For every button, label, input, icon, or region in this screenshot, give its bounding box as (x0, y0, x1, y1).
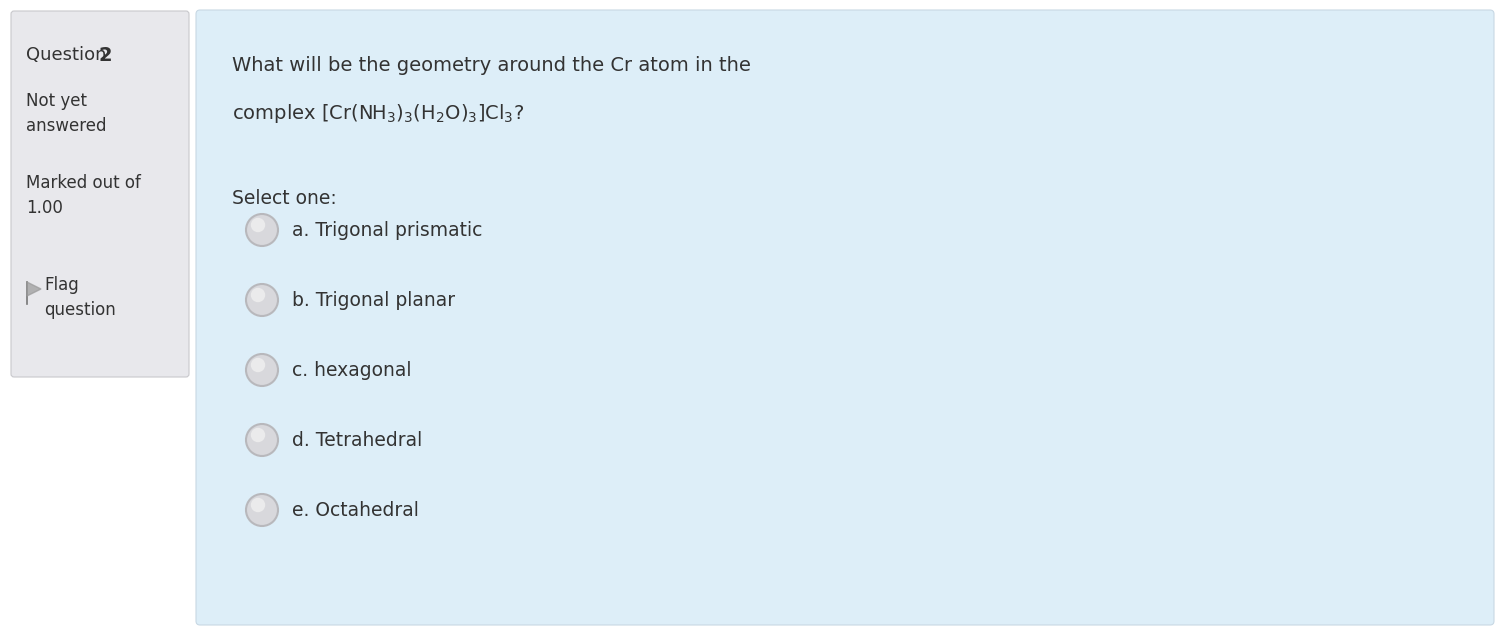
Circle shape (245, 354, 278, 386)
Circle shape (251, 498, 265, 512)
Circle shape (251, 288, 265, 302)
FancyBboxPatch shape (11, 11, 190, 377)
Polygon shape (27, 282, 41, 296)
Text: d. Tetrahedral: d. Tetrahedral (292, 431, 423, 450)
FancyBboxPatch shape (196, 10, 1494, 625)
Text: a. Trigonal prismatic: a. Trigonal prismatic (292, 220, 483, 239)
Circle shape (251, 358, 265, 372)
Circle shape (245, 214, 278, 246)
Circle shape (245, 284, 278, 316)
Circle shape (251, 428, 265, 442)
Text: Not yet
answered: Not yet answered (26, 92, 107, 135)
Text: c. hexagonal: c. hexagonal (292, 361, 411, 380)
Text: complex [Cr(NH$_3$)$_3$(H$_2$O)$_3$]Cl$_3$?: complex [Cr(NH$_3$)$_3$(H$_2$O)$_3$]Cl$_… (232, 102, 524, 125)
Text: e. Octahedral: e. Octahedral (292, 500, 418, 519)
Circle shape (245, 494, 278, 526)
Text: 2: 2 (98, 46, 111, 65)
Circle shape (251, 218, 265, 232)
Text: What will be the geometry around the Cr atom in the: What will be the geometry around the Cr … (232, 56, 751, 75)
Text: Select one:: Select one: (232, 189, 337, 208)
Text: Question: Question (26, 46, 113, 64)
Circle shape (245, 424, 278, 456)
Text: Marked out of
1.00: Marked out of 1.00 (26, 174, 141, 217)
Text: Flag
question: Flag question (44, 276, 116, 319)
Text: b. Trigonal planar: b. Trigonal planar (292, 290, 455, 309)
